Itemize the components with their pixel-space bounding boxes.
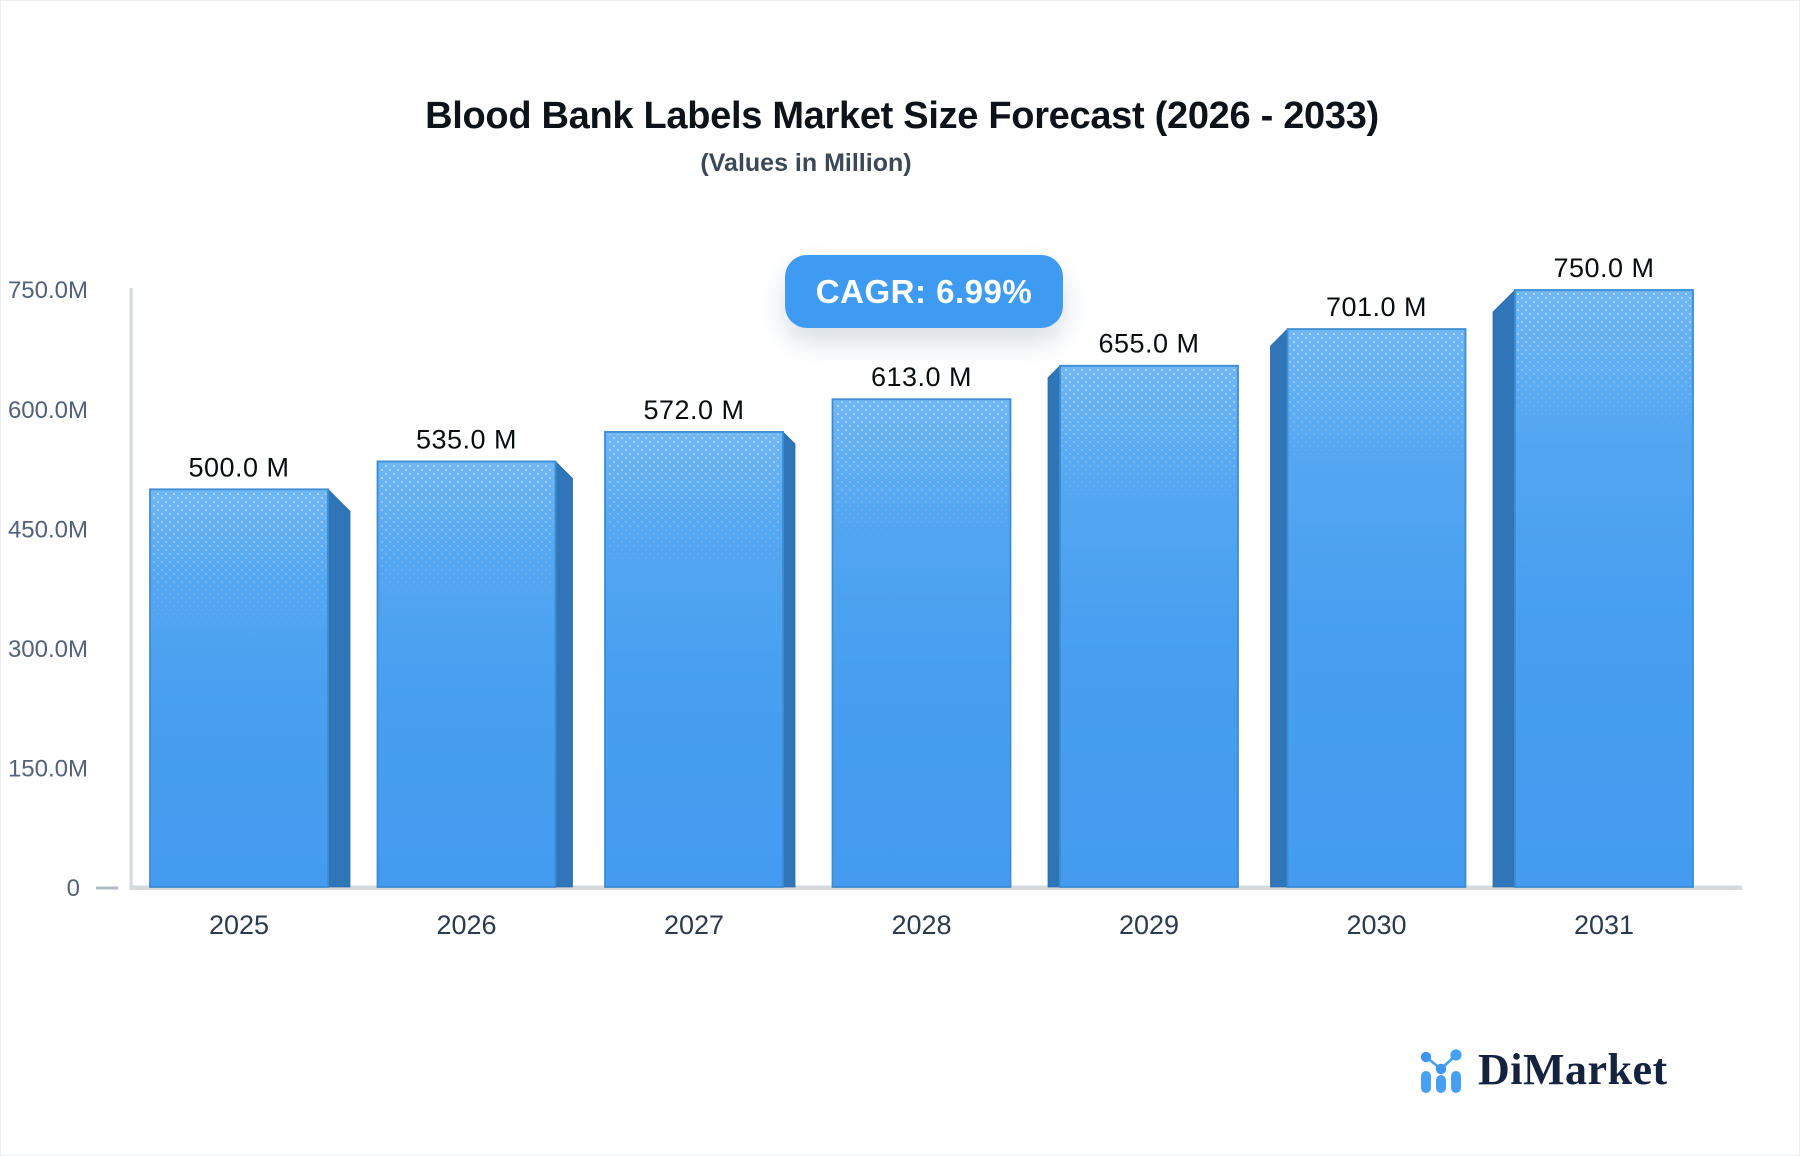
bar-value-label: 613.0 M (871, 362, 972, 392)
bar-texture (152, 491, 326, 632)
bar-value-label: 500.0 M (188, 452, 289, 482)
bar-texture (607, 433, 781, 574)
bar-side-2025 (327, 488, 351, 888)
bar-side-2030 (1270, 328, 1288, 888)
bar-side-2026 (555, 460, 573, 888)
cagr-badge: CAGR: 6.99% (785, 255, 1063, 328)
bar-value-label: 655.0 M (1098, 329, 1199, 359)
chart-subtitle: (Values in Million) (700, 149, 912, 177)
x-axis-label: 2026 (436, 910, 496, 940)
zero-tick (96, 886, 118, 890)
bar-texture (1289, 331, 1464, 472)
y-axis-line (129, 288, 133, 890)
x-axis-label: 2025 (209, 910, 269, 940)
bar-texture (834, 401, 1009, 542)
x-axis-label: 2030 (1346, 910, 1406, 940)
y-axis-label: 600.0M (8, 397, 88, 424)
mini-bar-chart-trendline-icon (1420, 1049, 1462, 1093)
y-axis-label: 150.0M (8, 756, 88, 783)
bar-value-label: 572.0 M (643, 395, 744, 425)
bar-value-label: 750.0 M (1553, 253, 1654, 283)
chart-title: Blood Bank Labels Market Size Forecast (… (425, 95, 1379, 137)
x-axis-label: 2031 (1574, 910, 1634, 940)
x-axis-label: 2028 (891, 910, 951, 940)
bar-value-label: 535.0 M (416, 424, 517, 454)
bar-texture (379, 463, 554, 604)
y-axis-label: 750.0M (8, 277, 88, 304)
dimarket-logo: DiMarket (1417, 1042, 1668, 1098)
bar-side-2027 (782, 430, 796, 888)
dimarket-logo-text: DiMarket (1478, 1045, 1668, 1094)
bar-texture (1517, 292, 1691, 432)
y-axis-label: 0 (67, 875, 80, 902)
y-axis-label: 300.0M (8, 636, 88, 663)
x-axis-label: 2029 (1119, 910, 1179, 940)
bar-side-2031 (1492, 289, 1516, 888)
y-axis-label: 450.0M (8, 516, 88, 543)
bar-side-2029 (1047, 364, 1061, 888)
bar-value-label: 701.0 M (1326, 292, 1427, 322)
x-axis-label: 2027 (664, 910, 724, 940)
bar-texture (1062, 367, 1236, 508)
